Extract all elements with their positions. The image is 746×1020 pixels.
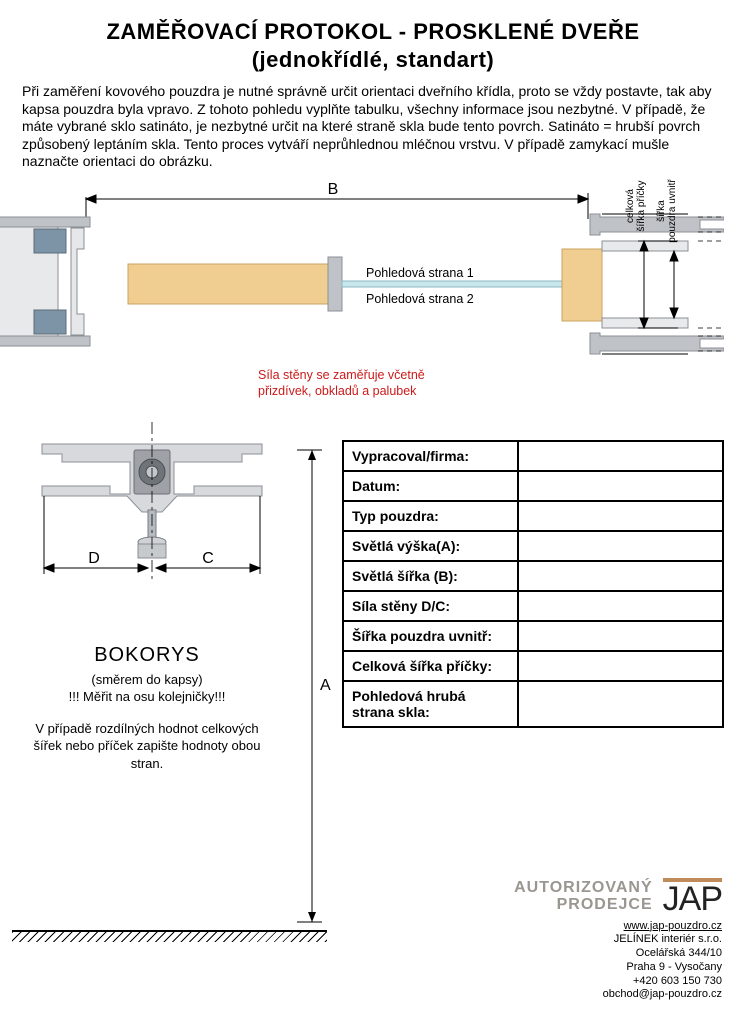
footer-line: obchod@jap-pouzdro.cz	[514, 988, 722, 1002]
row-label: Světlá výška(A):	[343, 531, 518, 561]
measurement-table: Vypracoval/firma:Datum:Typ pouzdra:Světl…	[342, 440, 724, 729]
bokorys-title: BOKORYS	[22, 642, 272, 669]
auth-line1: AUTORIZOVANÝ	[514, 880, 653, 897]
row-label: Celková šířka příčky:	[343, 651, 518, 681]
row-input-cell[interactable]	[518, 681, 723, 727]
side2-label: Pohledová strana 2	[366, 292, 474, 306]
row-label: Síla stěny D/C:	[343, 591, 518, 621]
brand-logo: JAP	[663, 878, 722, 916]
row-input-cell[interactable]	[518, 621, 723, 651]
table-row: Šířka pouzdra uvnitř:	[343, 621, 723, 651]
auth-line2: PRODEJCE	[514, 897, 653, 914]
bokorys-sub: (směrem do kapsy)	[22, 671, 272, 689]
table-row: Celková šířka příčky:	[343, 651, 723, 681]
bokorys-warn: !!! Měřit na osu kolejničky!!!	[22, 688, 272, 706]
row-input-cell[interactable]	[518, 591, 723, 621]
footer-line: www.jap-pouzdro.cz	[514, 920, 722, 934]
dim-d-label: D	[88, 550, 100, 567]
intro-text: Při zaměření kovového pouzdra je nutné s…	[22, 83, 724, 171]
row-input-cell[interactable]	[518, 561, 723, 591]
dim-a-label: A	[320, 677, 331, 695]
diagram-cross-section: D C	[22, 422, 282, 572]
row-label: Světlá šířka (B):	[343, 561, 518, 591]
title-line1: ZAMĚŘOVACÍ PROTOKOL - PROSKLENÉ DVEŘE	[22, 18, 724, 46]
red-note-1: Síla stěny se zaměřuje včetně	[258, 368, 425, 382]
row-label: Typ pouzdra:	[343, 501, 518, 531]
row-label: Datum:	[343, 471, 518, 501]
footer-block: AUTORIZOVANÝ PRODEJCE JAP www.jap-pouzdr…	[514, 878, 722, 1003]
table-row: Světlá výška(A):	[343, 531, 723, 561]
row-label: Pohledová hrubá strana skla:	[343, 681, 518, 727]
dim-a: A	[292, 442, 332, 937]
vlabel-1: celkovášířka příčky	[625, 166, 647, 246]
row-input-cell[interactable]	[518, 501, 723, 531]
table-row: Vypracoval/firma:	[343, 441, 723, 471]
glass-panel	[342, 281, 562, 287]
page-title: ZAMĚŘOVACÍ PROTOKOL - PROSKLENÉ DVEŘE (j…	[22, 18, 724, 73]
footer-line: JELÍNEK interiér s.r.o.	[514, 933, 722, 947]
table-row: Světlá šířka (B):	[343, 561, 723, 591]
title-line2: (jednokřídlé, standart)	[22, 46, 724, 74]
row-input-cell[interactable]	[518, 651, 723, 681]
ground-line	[12, 930, 327, 942]
red-note-2: přizdívek, obkladů a palubek	[258, 384, 417, 398]
footer-line: Praha 9 - Vysočany	[514, 961, 722, 975]
door-leaf	[128, 264, 328, 304]
row-input-cell[interactable]	[518, 471, 723, 501]
row-label: Šířka pouzdra uvnitř:	[343, 621, 518, 651]
table-row: Pohledová hrubá strana skla:	[343, 681, 723, 727]
footer-line: +420 603 150 730	[514, 975, 722, 989]
dim-b-label: B	[328, 181, 339, 198]
left-wall	[0, 217, 90, 346]
side1-label: Pohledová strana 1	[366, 266, 474, 280]
row-label: Vypracoval/firma:	[343, 441, 518, 471]
diagram-top-view: B Pohledová strana 1 Pohledová strana 2	[0, 179, 724, 414]
footer-line: Ocelářská 344/10	[514, 947, 722, 961]
vlabel-2: šířkapouzdra uvnitř	[656, 171, 678, 251]
table-row: Datum:	[343, 471, 723, 501]
table-row: Síla stěny D/C:	[343, 591, 723, 621]
row-input-cell[interactable]	[518, 531, 723, 561]
bokorys-note: V případě rozdílných hodnot celkových ší…	[22, 720, 272, 773]
bokorys-block: BOKORYS (směrem do kapsy) !!! Měřit na o…	[22, 642, 272, 773]
row-input-cell[interactable]	[518, 441, 723, 471]
dim-c-label: C	[202, 550, 214, 567]
table-row: Typ pouzdra:	[343, 501, 723, 531]
